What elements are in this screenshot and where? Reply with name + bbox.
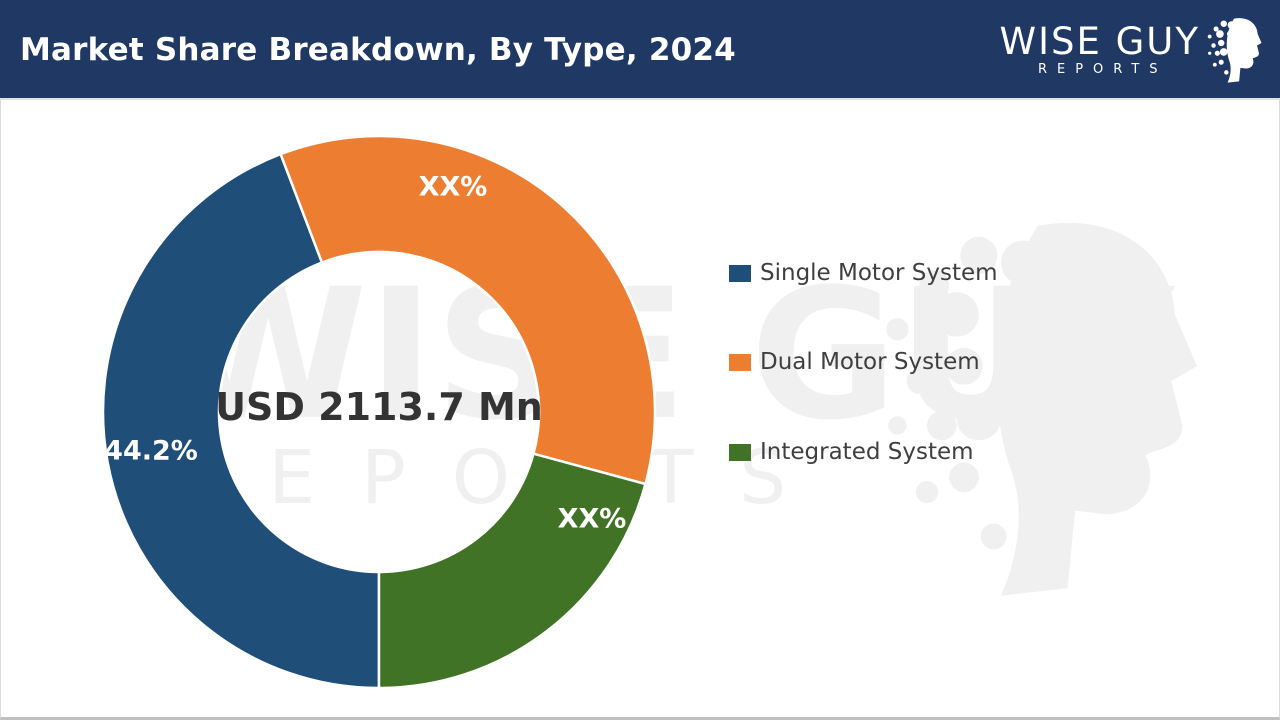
- watermark-face-icon: [886, 222, 1198, 596]
- brand-logo: WISE GUY REPORTS: [1000, 4, 1266, 96]
- logo-wordmark-block: WISE GUY REPORTS: [999, 19, 1200, 78]
- legend-swatch-green: [729, 443, 751, 461]
- logo-face-icon: [1207, 18, 1262, 83]
- logo-wordmark: WISE GUY: [999, 19, 1200, 63]
- donut-chart: [101, 134, 657, 690]
- legend-label: Single Motor System: [760, 260, 998, 286]
- donut-slice-1: [279, 134, 657, 486]
- page-title: Market Share Breakdown, By Type, 2024: [20, 32, 736, 68]
- donut-slice-0: [101, 152, 381, 690]
- donut-center-value: USD 2113.7 Mn: [215, 385, 543, 429]
- logo-subtext: REPORTS: [1037, 62, 1168, 78]
- slice-label-dual-motor-system: XX%: [557, 503, 627, 535]
- legend-item-dual-motor-system: Dual Motor System: [729, 348, 980, 376]
- slice-label-single-motor-system: 44.2%: [104, 435, 198, 467]
- legend-swatch-orange: [729, 353, 751, 371]
- donut-slice-2: [377, 452, 647, 690]
- chart-area: WISE GUY REPORTS 44.2% XX% XX% USD 2113.…: [0, 100, 1280, 720]
- legend-label: Integrated System: [760, 439, 974, 465]
- slice-label-integrated-system: XX%: [418, 171, 488, 203]
- legend-item-single-motor-system: Single Motor System: [729, 259, 998, 287]
- legend-swatch-blue: [729, 264, 751, 282]
- header-bar: Market Share Breakdown, By Type, 2024 WI…: [0, 0, 1280, 100]
- watermark-subtext: REPORTS: [171, 435, 833, 521]
- legend-item-integrated-system: Integrated System: [729, 438, 974, 466]
- legend-label: Dual Motor System: [760, 349, 980, 375]
